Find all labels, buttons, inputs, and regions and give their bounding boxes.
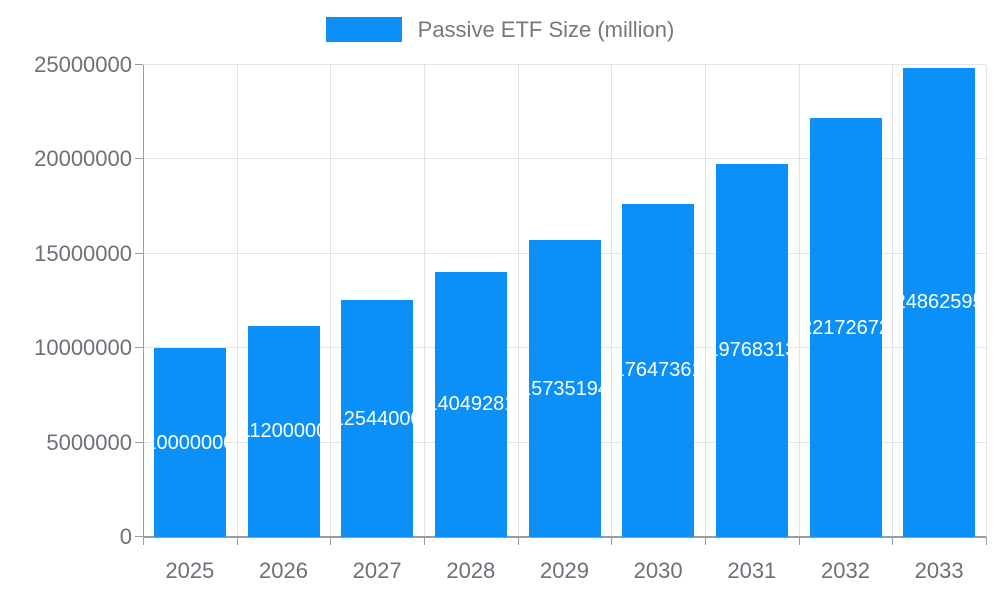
bar-label-2028: 14049281 xyxy=(426,393,516,416)
x-axis-tick xyxy=(611,537,613,545)
y-tick-label-5000000: 5000000 xyxy=(46,429,132,455)
x-tick-label-2028: 2028 xyxy=(446,558,496,583)
x-tick-label-2025: 2025 xyxy=(165,558,215,583)
x-axis-tick xyxy=(236,537,238,545)
v-gridline xyxy=(236,65,238,537)
x-tick-label-2029: 2029 xyxy=(540,558,589,583)
y-tick-label-20000000: 20000000 xyxy=(34,146,132,172)
bar-label-2031: 19768313 xyxy=(707,339,797,362)
legend[interactable]: Passive ETF Size (million) xyxy=(0,17,1000,42)
plot-area: 0 5000000 10000000 15000000 20000000 25000000… xyxy=(34,54,987,582)
bar-2025[interactable] xyxy=(153,348,226,537)
bar-2032[interactable] xyxy=(809,118,882,537)
v-gridline xyxy=(798,65,800,537)
y-axis-tick xyxy=(135,536,143,537)
y-axis-tick xyxy=(135,252,143,254)
bar-label-2029: 15735194 xyxy=(520,377,609,400)
x-axis-tick xyxy=(798,537,800,545)
x-axis-tick xyxy=(424,537,425,545)
x-tick-label-2032: 2032 xyxy=(821,558,870,583)
v-gridline xyxy=(517,65,519,537)
y-axis-tick xyxy=(135,347,143,349)
x-axis-line xyxy=(143,536,986,538)
bar-label-2026: 11200000 xyxy=(239,420,328,443)
x-axis-tick xyxy=(986,537,987,545)
bar-label-2025: 10000000 xyxy=(145,431,235,454)
x-tick-label-2033: 2033 xyxy=(914,558,964,583)
x-axis-tick xyxy=(143,537,144,545)
x-tick-label-2026: 2026 xyxy=(259,558,308,583)
x-axis-tick xyxy=(330,537,332,545)
y-tick-label-15000000: 15000000 xyxy=(34,240,132,266)
y-axis-line xyxy=(143,65,144,537)
y-tick-label-0: 0 xyxy=(119,524,132,549)
legend-label: Passive ETF Size (million) xyxy=(417,16,675,42)
bar-label-2030: 17647361 xyxy=(613,359,703,382)
y-axis-tick xyxy=(135,158,143,160)
y-tick-label-10000000: 10000000 xyxy=(34,335,132,361)
v-gridline xyxy=(424,65,425,537)
bar-2027[interactable] xyxy=(341,300,414,537)
v-gridline xyxy=(892,65,894,537)
v-gridline xyxy=(330,65,332,537)
x-tick-label-2027: 2027 xyxy=(352,558,402,583)
y-axis-tick xyxy=(135,64,143,65)
x-axis-tick xyxy=(517,537,519,545)
h-gridline xyxy=(143,64,986,65)
y-tick-label-25000000: 25000000 xyxy=(34,52,132,77)
bar-label-2033: 24862595 xyxy=(894,291,984,314)
x-axis-tick xyxy=(705,537,706,545)
v-gridline xyxy=(705,65,706,537)
bar-2026[interactable] xyxy=(247,325,320,537)
v-gridline xyxy=(611,65,613,537)
bar-label-2032: 22172672 xyxy=(801,316,890,339)
bar-2033[interactable] xyxy=(903,67,976,537)
x-tick-label-2030: 2030 xyxy=(633,558,683,583)
bar-2028[interactable] xyxy=(434,271,507,537)
legend-swatch-icon xyxy=(325,17,402,42)
bar-2031[interactable] xyxy=(715,163,788,537)
bar-2030[interactable] xyxy=(622,203,695,537)
h-gridline xyxy=(143,158,986,160)
bar-2029[interactable] xyxy=(528,239,601,537)
v-gridline xyxy=(986,65,987,537)
bar-label-2027: 12544000 xyxy=(332,407,422,430)
x-tick-label-2031: 2031 xyxy=(727,558,777,583)
x-axis-tick xyxy=(892,537,894,545)
y-axis-tick xyxy=(135,441,143,443)
